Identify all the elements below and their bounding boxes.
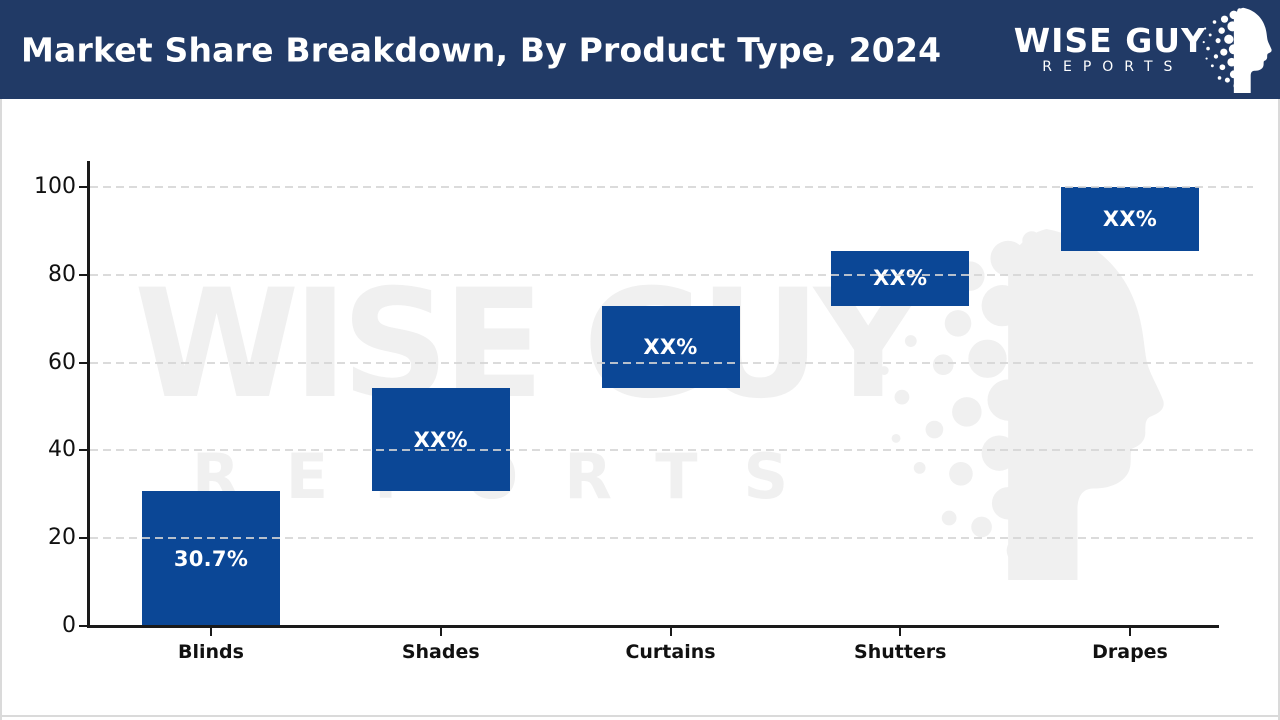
y-tick-label-100: 100 bbox=[34, 173, 76, 199]
x-tick-blinds bbox=[210, 628, 212, 636]
brand-logo: WISE GUY REPORTS bbox=[1014, 3, 1272, 96]
page-border-left bbox=[0, 99, 2, 720]
bar-segment-blinds: 30.7% bbox=[142, 491, 280, 626]
bar-value-label: 30.7% bbox=[173, 546, 249, 571]
header-bar: Market Share Breakdown, By Product Type,… bbox=[0, 0, 1280, 99]
bar-segment-shades: XX% bbox=[371, 388, 510, 492]
gridline-y-80 bbox=[90, 273, 1253, 276]
y-tick-label-60: 60 bbox=[48, 349, 76, 375]
bar-value-label: XX% bbox=[1102, 206, 1158, 231]
watermark-text-primary: WISE GUY bbox=[134, 258, 923, 432]
gridline-y-60 bbox=[90, 361, 1253, 364]
x-axis-line bbox=[87, 625, 1219, 628]
x-tick-label-shades: Shades bbox=[401, 641, 480, 663]
brand-wordmark: WISE GUY REPORTS bbox=[1013, 20, 1206, 76]
page-border-bottom bbox=[0, 715, 1280, 717]
y-tick-label-0: 0 bbox=[62, 613, 76, 638]
page-title: Market Share Breakdown, By Product Type,… bbox=[21, 30, 942, 69]
x-tick-shutters bbox=[899, 628, 902, 636]
head-profile-icon bbox=[1200, 7, 1272, 93]
x-tick-label-shutters: Shutters bbox=[854, 641, 947, 663]
y-tick-40 bbox=[79, 449, 88, 452]
bar-segment-shutters: XX% bbox=[831, 251, 970, 306]
gridline-y-20 bbox=[90, 537, 1253, 540]
x-tick-curtains bbox=[669, 628, 672, 636]
bar-segment-drapes: XX% bbox=[1061, 186, 1199, 252]
y-tick-100 bbox=[79, 185, 88, 188]
y-tick-20 bbox=[79, 537, 88, 540]
y-tick-label-80: 80 bbox=[48, 261, 76, 287]
x-tick-label-blinds: Blinds bbox=[178, 641, 244, 663]
y-tick-label-20: 20 bbox=[48, 525, 76, 551]
brand-subtitle: REPORTS bbox=[1042, 59, 1184, 76]
x-tick-label-drapes: Drapes bbox=[1092, 641, 1168, 663]
bar-value-label: XX% bbox=[413, 427, 468, 452]
x-tick-label-curtains: Curtains bbox=[625, 641, 716, 663]
bar-value-label: XX% bbox=[643, 334, 698, 359]
page-border-right bbox=[1278, 99, 1280, 720]
y-tick-label-40: 40 bbox=[48, 437, 76, 463]
bar-segment-curtains: XX% bbox=[601, 305, 740, 389]
bar-value-label: XX% bbox=[873, 266, 928, 291]
gridline-y-40 bbox=[90, 449, 1253, 452]
y-tick-0 bbox=[79, 625, 88, 627]
x-tick-shades bbox=[439, 628, 442, 636]
y-tick-80 bbox=[79, 273, 88, 276]
y-tick-60 bbox=[79, 361, 88, 364]
brand-name: WISE GUY bbox=[1013, 20, 1206, 60]
y-axis-line bbox=[87, 161, 90, 628]
gridline-y-100 bbox=[90, 185, 1253, 188]
x-tick-drapes bbox=[1129, 628, 1131, 636]
